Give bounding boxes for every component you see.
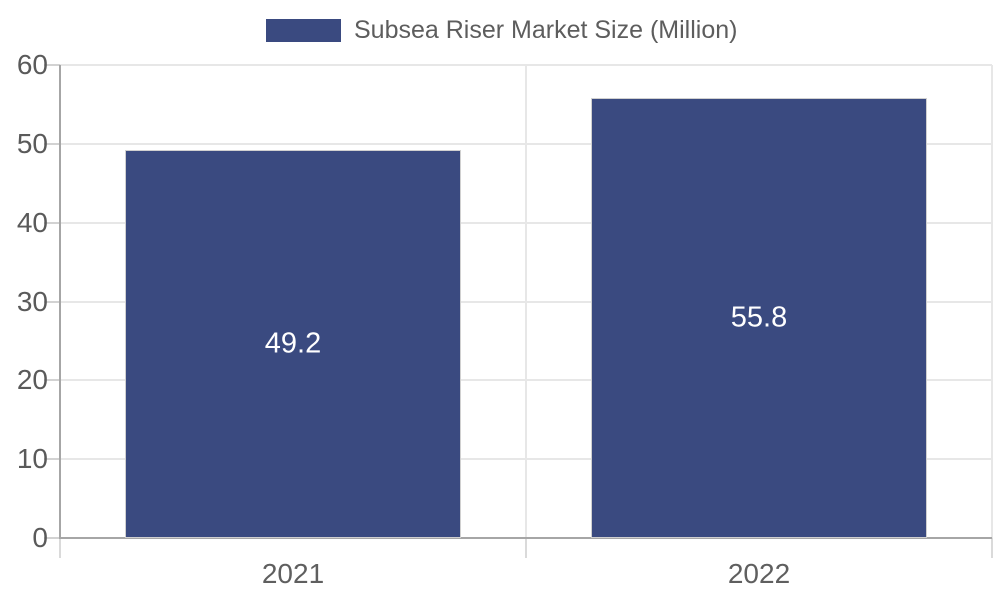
y-tick-label: 30 (16, 285, 48, 317)
y-axis-tick (44, 300, 60, 303)
category-gridline (991, 65, 993, 538)
legend-swatch (266, 18, 341, 42)
y-tick-label: 20 (16, 364, 48, 396)
y-axis-line (59, 65, 61, 539)
y-axis-tick (44, 379, 60, 382)
x-tick-label: 2022 (727, 558, 791, 589)
y-tick-label: 0 (32, 522, 48, 553)
bar-2021 (124, 150, 462, 538)
y-tick-label: 40 (16, 206, 48, 238)
y-axis-tick (44, 221, 60, 224)
y-tick-label: 10 (16, 443, 48, 475)
y-tick-label: 50 (16, 127, 48, 159)
x-axis-line (59, 537, 992, 539)
x-axis-tick (525, 538, 527, 558)
y-axis-tick (44, 458, 60, 461)
bar-value-label: 49.2 (264, 327, 322, 360)
legend-label: Subsea Riser Market Size (Million) (354, 16, 738, 44)
legend[interactable]: Subsea Riser Market Size (Million) (266, 15, 737, 45)
y-axis-tick (44, 537, 60, 539)
x-axis-tick (59, 538, 61, 558)
y-axis-tick (44, 142, 60, 145)
bar-2022 (590, 98, 928, 538)
x-tick-label: 2021 (261, 558, 325, 589)
bar-value-label: 55.8 (730, 301, 788, 334)
y-tick-label: 60 (16, 49, 48, 80)
x-axis-tick (991, 538, 993, 558)
y-axis-tick (44, 64, 60, 66)
category-gridline (525, 65, 527, 538)
